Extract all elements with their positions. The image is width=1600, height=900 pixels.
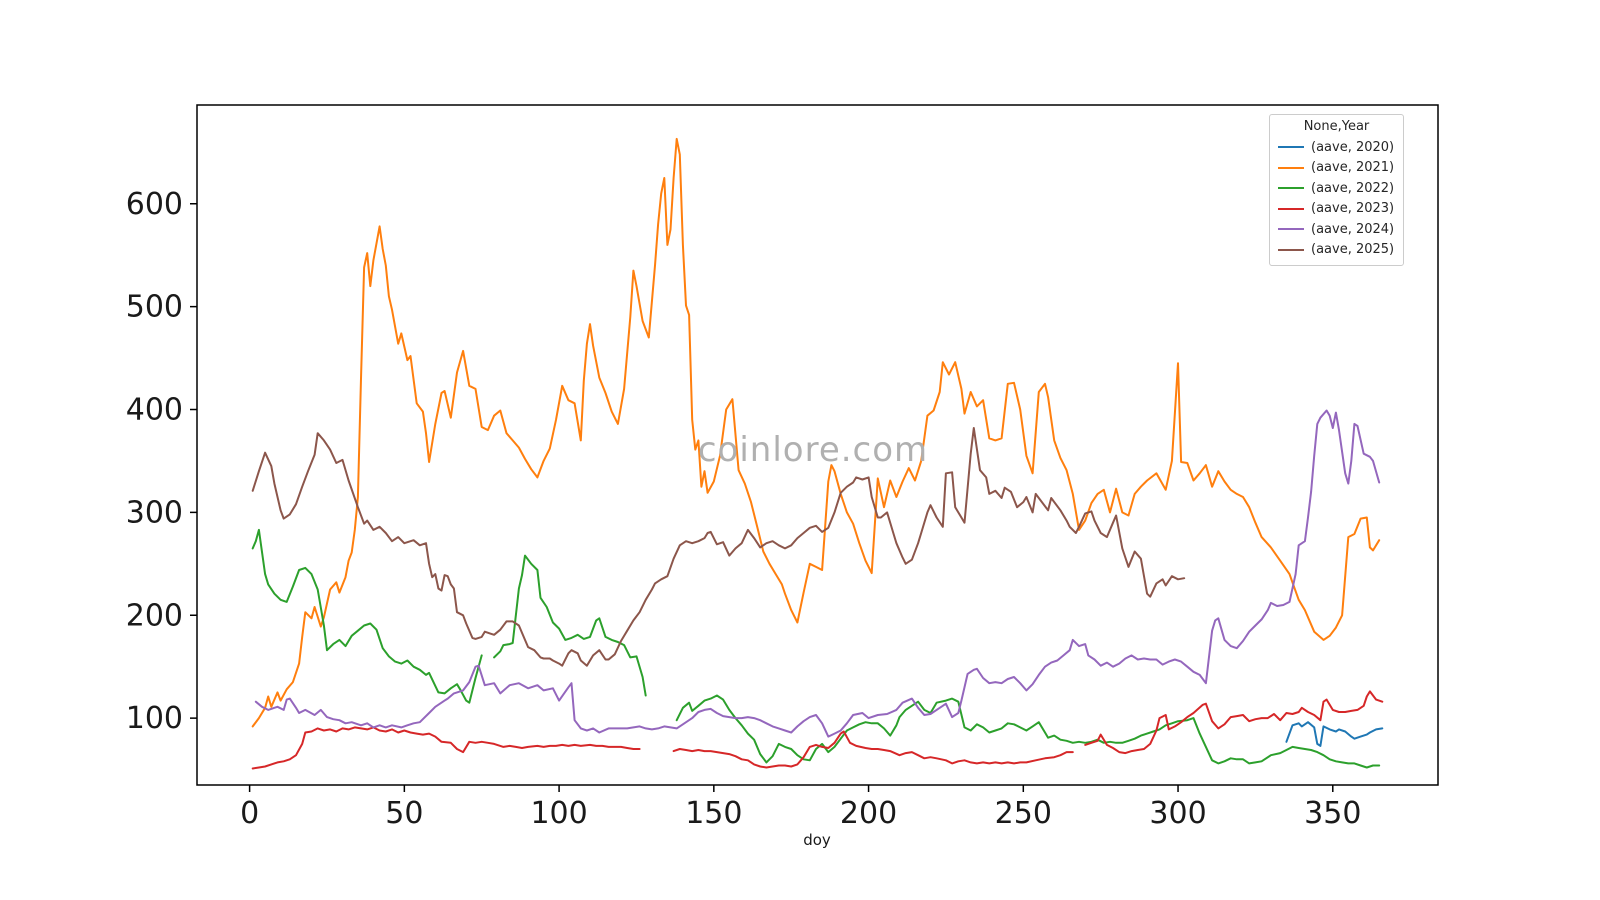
- x-axis-label: doy: [803, 831, 831, 849]
- legend-item-label: (aave, 2020): [1311, 139, 1395, 155]
- legend-rows: (aave, 2020) (aave, 2021) (aave, 2022) (aav…: [1270, 137, 1403, 260]
- legend-item-label: (aave, 2022): [1311, 180, 1395, 196]
- legend-item: (aave, 2024): [1270, 219, 1403, 240]
- legend-item: (aave, 2025): [1270, 240, 1403, 261]
- legend-item-label: (aave, 2025): [1311, 242, 1395, 258]
- legend-item-label: (aave, 2023): [1311, 201, 1395, 217]
- legend-item: (aave, 2023): [1270, 199, 1403, 220]
- series-line-aave-2023: [251, 726, 641, 770]
- x-tick-label: 300: [1149, 796, 1206, 831]
- series-line-aave-2022: [251, 528, 483, 704]
- legend-item: (aave, 2020): [1270, 137, 1403, 158]
- y-tick-label: 100: [126, 701, 183, 736]
- x-tick-label: 150: [685, 796, 742, 831]
- series-line-aave-2024: [254, 409, 1381, 738]
- legend-title: None,Year: [1303, 119, 1370, 134]
- series-line-aave-2023: [1084, 690, 1384, 755]
- legend-item-label: (aave, 2021): [1311, 160, 1395, 176]
- legend-item-label: (aave, 2024): [1311, 221, 1395, 237]
- legend-swatch-line: [1278, 207, 1304, 210]
- legend-swatch-line: [1278, 166, 1304, 169]
- legend: None,Year (aave, 2020) (aave, 2021) (aave,…: [1269, 114, 1404, 266]
- plot-frame: [196, 104, 1439, 786]
- legend-swatch-line: [1278, 228, 1304, 231]
- y-tick-label: 300: [126, 495, 183, 530]
- legend-item: (aave, 2022): [1270, 178, 1403, 199]
- x-tick-label: 100: [530, 796, 587, 831]
- x-tick-label: 50: [385, 796, 423, 831]
- y-tick-label: 600: [126, 187, 183, 222]
- series-line-aave-2025: [251, 427, 1186, 667]
- x-tick-label: 200: [840, 796, 897, 831]
- legend-item: (aave, 2021): [1270, 158, 1403, 179]
- series-line-aave-2021: [251, 137, 1381, 728]
- legend-swatch-line: [1278, 146, 1304, 149]
- series-line-aave-2022: [493, 554, 647, 697]
- x-tick-label: 350: [1304, 796, 1361, 831]
- x-tick-label: 0: [240, 796, 259, 831]
- watermark-text: coinlore.com: [697, 430, 929, 470]
- legend-swatch-line: [1278, 248, 1304, 251]
- series-line-aave-2023: [672, 730, 1074, 769]
- y-tick-label: 200: [126, 598, 183, 633]
- legend-swatch-line: [1278, 187, 1304, 190]
- series-line-aave-2022: [675, 694, 1381, 769]
- y-tick-label: 500: [126, 290, 183, 325]
- series-line-aave-2020: [1285, 721, 1384, 747]
- x-tick-label: 250: [995, 796, 1052, 831]
- y-tick-label: 400: [126, 393, 183, 428]
